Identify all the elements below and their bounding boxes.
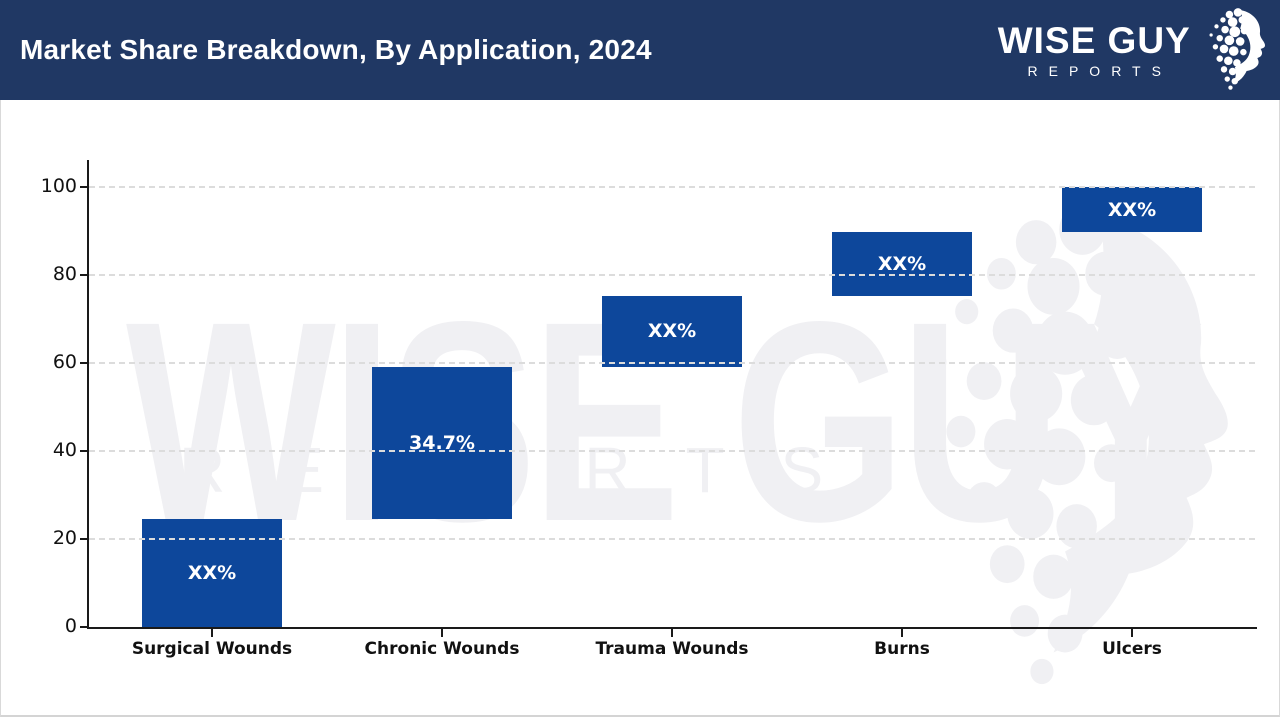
y-tick-label: 60 xyxy=(52,351,77,373)
chart-area: 0 20 40 60 80 100 XX% 34.7% XX% XX% XX% Surgical Wo… xyxy=(1,100,1279,715)
x-tick-mark xyxy=(441,629,443,637)
x-tick-mark xyxy=(901,629,903,637)
page-title: Market Share Breakdown, By Application, … xyxy=(20,34,652,65)
x-axis-label-surgical-wounds: Surgical Wounds xyxy=(131,639,293,659)
bar-value-label: XX% xyxy=(877,252,927,275)
y-tick-mark xyxy=(80,626,88,628)
wiseguy-head-logo-icon xyxy=(1209,8,1265,90)
logo-reports-text: REPORTS xyxy=(1027,63,1172,80)
x-axis-label-chronic-wounds: Chronic Wounds xyxy=(364,639,520,659)
watermark-head-icon xyxy=(929,204,1228,685)
gridline xyxy=(89,274,1255,276)
bar-ulcers: XX% xyxy=(1062,187,1202,233)
bar-burns: XX% xyxy=(832,232,972,296)
bar-value-label: 34.7% xyxy=(409,431,475,454)
x-axis-label-burns: Burns xyxy=(874,639,930,659)
content-card: WISE GUY REPORTS 0 20 40 60 80 100 XX% 34.7% XX%… xyxy=(0,100,1280,717)
x-axis-label-trauma-wounds: Trauma Wounds xyxy=(595,639,749,659)
y-tick-mark xyxy=(80,450,88,452)
x-axis-spine xyxy=(87,627,1257,629)
header-bar: Market Share Breakdown, By Application, … xyxy=(0,0,1280,100)
y-axis-spine xyxy=(87,160,89,629)
gridline xyxy=(89,362,1255,364)
x-tick-mark xyxy=(1131,629,1133,637)
x-tick-mark xyxy=(671,629,673,637)
y-tick-mark xyxy=(80,186,88,188)
gridline xyxy=(89,186,1255,188)
logo-wordmark: WISE GUY REPORTS xyxy=(997,19,1191,79)
gridline xyxy=(89,450,1255,452)
x-tick-mark xyxy=(211,629,213,637)
y-tick-label: 100 xyxy=(40,175,77,197)
x-axis-label-ulcers: Ulcers xyxy=(1102,639,1162,659)
bar-value-label: XX% xyxy=(187,562,237,585)
bar-chronic-wounds: 34.7% xyxy=(372,366,512,520)
gridline xyxy=(89,538,1255,540)
bar-surgical-wounds: XX% xyxy=(142,519,282,627)
bar-trauma-wounds: XX% xyxy=(602,295,742,367)
bar-value-label: XX% xyxy=(1107,198,1157,221)
y-tick-mark xyxy=(80,538,88,540)
y-tick-label: 80 xyxy=(52,263,77,285)
logo-wiseguy-text: WISE GUY xyxy=(997,19,1191,61)
y-tick-label: 20 xyxy=(52,527,77,549)
y-tick-mark xyxy=(80,362,88,364)
wiseguy-logo: WISE GUY REPORTS xyxy=(998,4,1270,96)
bar-value-label: XX% xyxy=(647,320,697,343)
y-tick-mark xyxy=(80,274,88,276)
y-tick-label: 40 xyxy=(52,439,77,461)
y-tick-label: 0 xyxy=(64,615,77,637)
